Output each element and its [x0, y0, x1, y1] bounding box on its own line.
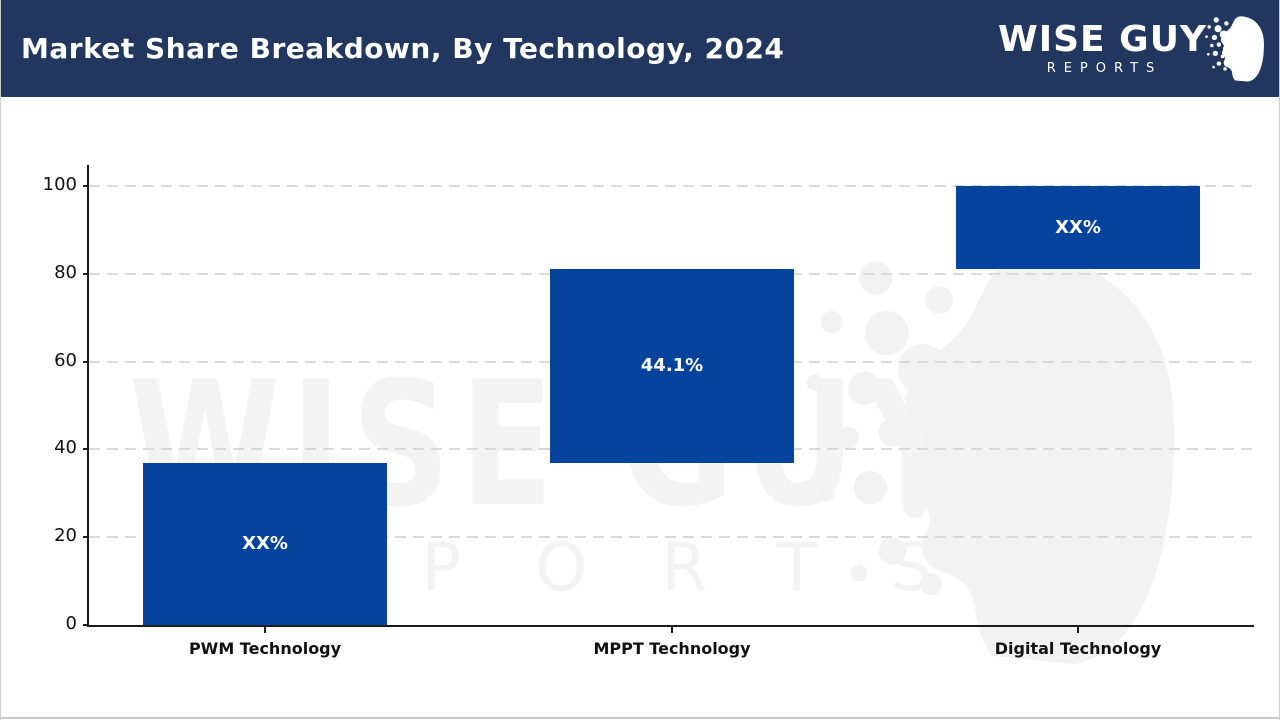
brand-tagline: REPORTS [1046, 60, 1163, 76]
ytick-label: 40 [54, 437, 77, 459]
xtick-mark [671, 627, 673, 633]
bar-pwm-technology: XX% [143, 462, 387, 625]
ytick-label: 60 [54, 349, 77, 371]
chart-area: WISE GUY REPORTS 0 20 40 60 80 100 XX% PWM Tech… [1, 97, 1279, 717]
ytick-mark [83, 448, 89, 451]
gridline-y-20 [89, 536, 1254, 539]
xtick-mark [1077, 627, 1079, 633]
xtick-mark [264, 627, 266, 633]
category-label: PWM Technology [188, 639, 342, 658]
bar-value-label: XX% [1055, 216, 1101, 238]
brand-logo: WISE GUY REPORTS [998, 11, 1267, 87]
ytick-mark [83, 624, 89, 626]
ytick-mark [83, 272, 89, 275]
brand-head-icon [1205, 15, 1264, 82]
y-axis-line [87, 164, 89, 627]
bar-value-label: XX% [242, 533, 288, 555]
category-label: MPPT Technology [593, 639, 751, 658]
gridline-y-100 [89, 185, 1254, 187]
bar-value-label: 44.1% [640, 355, 704, 377]
page-title: Market Share Breakdown, By Technology, 2… [21, 32, 785, 65]
brand-text: WISE GUY REPORTS [997, 18, 1207, 76]
ytick-label: 100 [42, 174, 77, 195]
bottom-border [1, 717, 1279, 719]
brand-name: WISE GUY [997, 18, 1207, 60]
ytick-mark [83, 185, 89, 187]
ytick-mark [83, 360, 89, 363]
category-label: Digital Technology [994, 639, 1162, 658]
bar-mppt-technology: 44.1% [550, 268, 794, 463]
x-axis-line [87, 625, 1254, 627]
bar-digital-technology: XX% [956, 186, 1200, 269]
ytick-label: 80 [54, 261, 77, 283]
header-bar: Market Share Breakdown, By Technology, 2… [1, 0, 1279, 97]
ytick-label: 0 [65, 613, 77, 634]
ytick-label: 20 [54, 525, 77, 547]
ytick-mark [83, 536, 89, 539]
